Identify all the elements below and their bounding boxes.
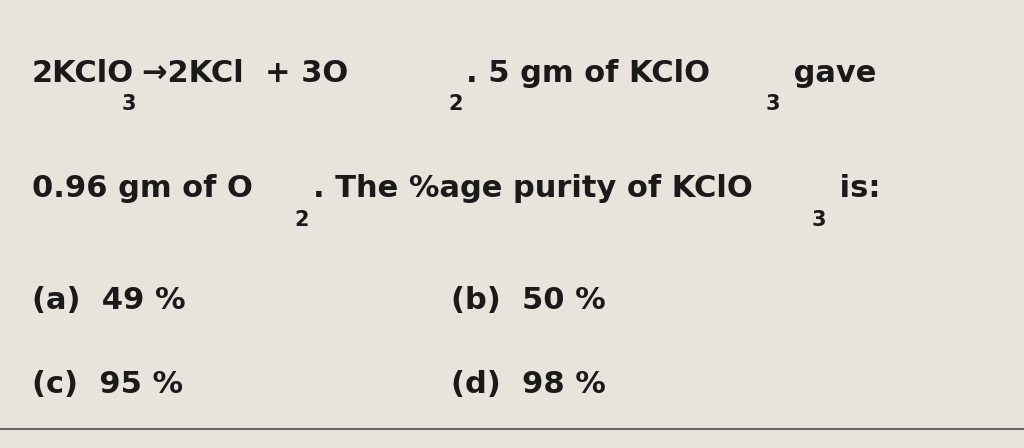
Text: (c)  95 %: (c) 95 % xyxy=(32,370,183,399)
Text: (d)  98 %: (d) 98 % xyxy=(451,370,605,399)
Text: . The %age purity of KClO: . The %age purity of KClO xyxy=(313,174,753,203)
Text: →2KCl  + 3O: →2KCl + 3O xyxy=(142,59,348,87)
Text: gave: gave xyxy=(782,59,876,87)
Text: is:: is: xyxy=(828,174,880,203)
Text: 3: 3 xyxy=(765,95,779,115)
Text: 2: 2 xyxy=(449,95,463,115)
Text: 2: 2 xyxy=(295,210,309,230)
Text: (b)  50 %: (b) 50 % xyxy=(451,285,605,314)
Text: 0.96 gm of O: 0.96 gm of O xyxy=(32,174,253,203)
Text: . 5 gm of KClO: . 5 gm of KClO xyxy=(466,59,710,87)
Text: 3: 3 xyxy=(811,210,825,230)
Text: (a)  49 %: (a) 49 % xyxy=(32,285,185,314)
Text: 2KClO: 2KClO xyxy=(32,59,134,87)
Text: 3: 3 xyxy=(122,95,136,115)
